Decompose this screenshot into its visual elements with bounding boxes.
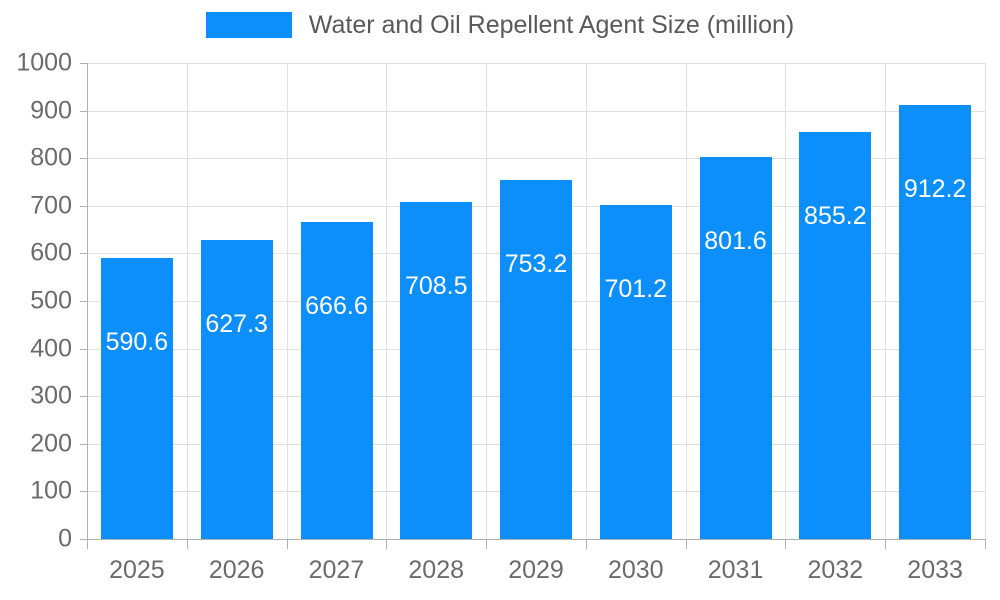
gridline-horizontal bbox=[87, 111, 985, 112]
x-axis-tick bbox=[287, 540, 288, 549]
x-axis-tick bbox=[785, 540, 786, 549]
x-axis-tick-label: 2029 bbox=[508, 556, 564, 584]
gridline-horizontal bbox=[87, 63, 985, 64]
bar[interactable] bbox=[700, 157, 772, 539]
gridline-vertical bbox=[287, 63, 288, 539]
y-axis-tick bbox=[80, 158, 87, 159]
bar[interactable] bbox=[101, 258, 173, 539]
x-axis-tick bbox=[586, 540, 587, 549]
bar[interactable] bbox=[899, 105, 971, 539]
legend-item-water-and-oil-repellent-agent-size[interactable]: Water and Oil Repellent Agent Size (mill… bbox=[205, 10, 795, 39]
gridline-vertical bbox=[985, 63, 986, 539]
y-axis-tick bbox=[80, 444, 87, 445]
y-axis-tick bbox=[80, 206, 87, 207]
x-axis-tick bbox=[386, 540, 387, 549]
bar[interactable] bbox=[799, 132, 871, 539]
y-axis-tick bbox=[80, 301, 87, 302]
y-axis-tick-label: 200 bbox=[30, 429, 72, 458]
x-axis-tick-label: 2025 bbox=[109, 556, 165, 584]
y-axis-tick bbox=[80, 111, 87, 112]
x-axis-tick bbox=[87, 540, 88, 549]
x-axis-tick-label: 2028 bbox=[408, 556, 465, 584]
x-axis-tick-label: 2031 bbox=[707, 556, 764, 584]
bar[interactable] bbox=[201, 240, 273, 539]
legend-swatch-icon bbox=[205, 12, 292, 38]
y-axis-tick-label: 500 bbox=[30, 286, 72, 315]
x-axis-tick-label: 2032 bbox=[807, 556, 864, 584]
y-axis-tick bbox=[80, 253, 87, 254]
y-axis-tick bbox=[80, 539, 87, 540]
y-axis-tick-label: 100 bbox=[30, 476, 72, 505]
y-axis-tick-label: 300 bbox=[30, 381, 72, 410]
gridline-horizontal bbox=[87, 158, 985, 159]
y-axis-tick-label: 400 bbox=[30, 334, 72, 363]
y-axis-tick-label: 600 bbox=[30, 238, 72, 267]
x-axis-tick-label: 2027 bbox=[308, 556, 365, 584]
gridline-vertical bbox=[586, 63, 587, 539]
y-axis-tick bbox=[80, 396, 87, 397]
gridline-vertical bbox=[386, 63, 387, 539]
x-axis-tick-label: 2026 bbox=[208, 556, 265, 584]
bar[interactable] bbox=[301, 222, 373, 539]
y-axis-tick bbox=[80, 491, 87, 492]
y-axis-tick-label: 1000 bbox=[16, 48, 72, 77]
gridline-vertical bbox=[486, 63, 487, 539]
x-axis-line bbox=[87, 539, 986, 540]
legend-item-label: Water and Oil Repellent Agent Size (mill… bbox=[308, 10, 795, 39]
x-axis-tick-label: 2033 bbox=[907, 556, 963, 584]
y-axis-tick-label: 900 bbox=[30, 96, 72, 125]
y-axis-line bbox=[87, 63, 88, 540]
x-axis-tick bbox=[985, 540, 986, 549]
gridline-vertical bbox=[187, 63, 188, 539]
plot-area bbox=[87, 63, 986, 539]
y-axis-tick-label: 700 bbox=[30, 191, 72, 220]
y-axis-tick-label: 800 bbox=[30, 143, 72, 172]
chart-legend: Water and Oil Repellent Agent Size (mill… bbox=[0, 0, 1000, 50]
y-axis-tick-label: 0 bbox=[58, 524, 72, 553]
x-axis-tick bbox=[885, 540, 886, 549]
gridline-vertical bbox=[785, 63, 786, 539]
x-axis-tick bbox=[686, 540, 687, 549]
x-axis-tick bbox=[486, 540, 487, 549]
bar[interactable] bbox=[600, 205, 672, 539]
x-axis-tick bbox=[187, 540, 188, 549]
bar[interactable] bbox=[500, 180, 572, 539]
gridline-vertical bbox=[686, 63, 687, 539]
gridline-vertical bbox=[885, 63, 886, 539]
x-axis-tick-label: 2030 bbox=[607, 556, 664, 584]
y-axis-tick bbox=[80, 63, 87, 64]
bar[interactable] bbox=[400, 202, 472, 539]
y-axis-tick bbox=[80, 349, 87, 350]
